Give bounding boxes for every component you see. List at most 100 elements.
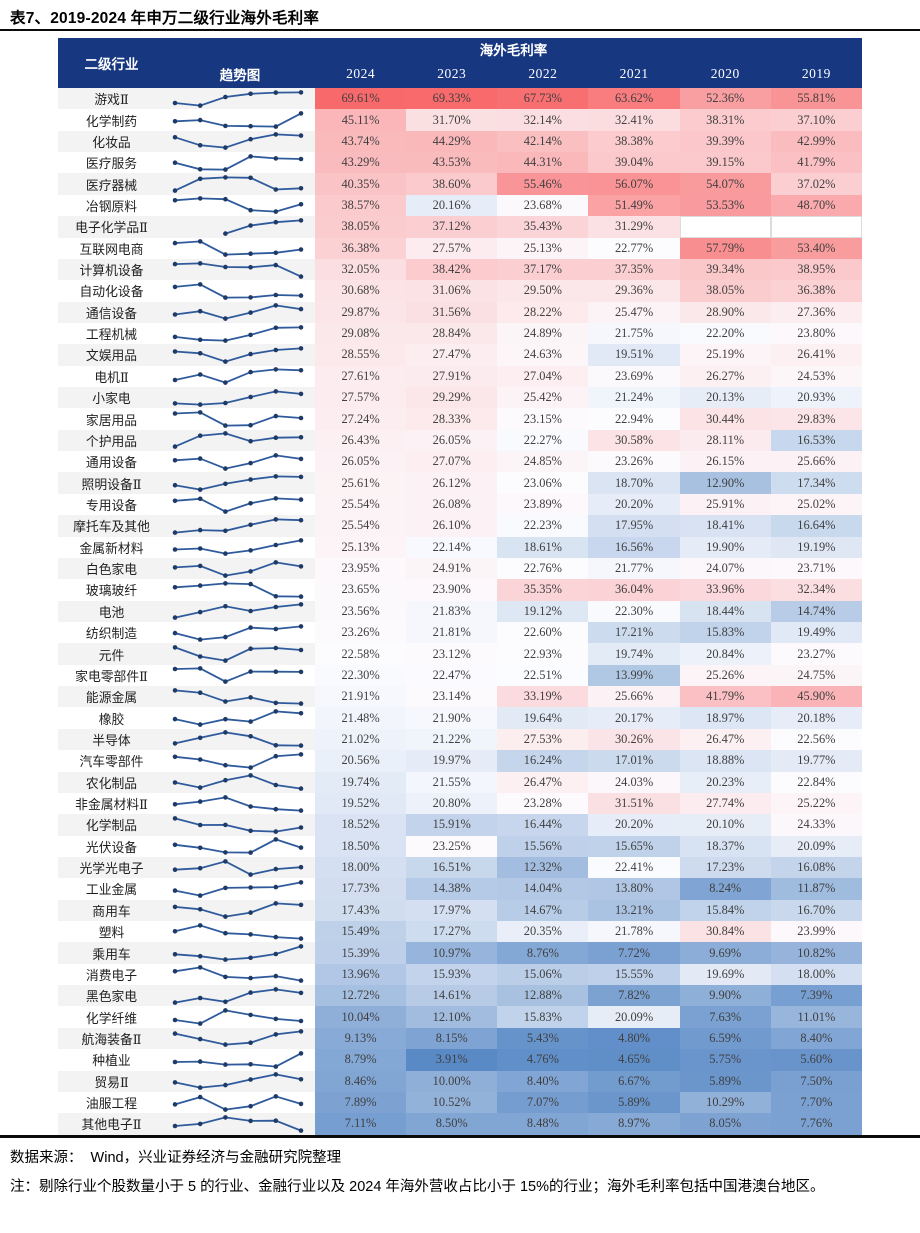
trend-sparkline bbox=[165, 195, 315, 216]
margin-value-cell: 25.02% bbox=[770, 493, 862, 516]
industry-name: 光学光电子 bbox=[58, 856, 165, 879]
margin-value-cell: 6.67% bbox=[588, 1070, 680, 1092]
trend-sparkline bbox=[165, 515, 315, 537]
trend-sparkline bbox=[165, 728, 315, 751]
trend-sparkline bbox=[165, 750, 315, 771]
margin-value-cell: 44.31% bbox=[497, 152, 589, 174]
table-row: 文娱用品 28.55% 27.47% 24.63% 19.51% 25.19% 26.41% bbox=[58, 344, 862, 366]
trend-sparkline bbox=[165, 152, 315, 173]
margin-value-cell: 30.84% bbox=[679, 921, 771, 943]
margin-value-cell: 16.64% bbox=[770, 515, 862, 537]
table-row: 非金属材料Ⅱ 19.52% 20.80% 23.28% 31.51% 27.74% 25.2… bbox=[58, 792, 862, 815]
margin-value-cell: 3.91% bbox=[406, 1049, 498, 1071]
industry-name: 商用车 bbox=[58, 899, 165, 922]
trend-sparkline bbox=[165, 771, 315, 793]
margin-value-cell: 21.90% bbox=[406, 707, 498, 729]
margin-value-cell: 21.02% bbox=[315, 728, 407, 751]
table-row: 元件 22.58% 23.12% 22.93% 19.74% 20.84% 23.27% bbox=[58, 643, 862, 665]
margin-value-cell: 19.19% bbox=[770, 536, 862, 558]
industry-name: 白色家电 bbox=[58, 557, 165, 580]
industry-name: 电机Ⅱ bbox=[94, 370, 129, 385]
margin-value-cell: 24.75% bbox=[770, 664, 862, 687]
margin-value-cell: 26.43% bbox=[315, 429, 407, 452]
table-row: 工程机械 29.08% 28.84% 24.89% 21.75% 22.20% 23.80% bbox=[58, 322, 862, 345]
sparkline-chart bbox=[172, 1093, 304, 1112]
table-row: 通信设备 29.87% 31.56% 28.22% 25.47% 28.90% 27.36% bbox=[58, 301, 862, 323]
margin-value-cell: 19.49% bbox=[770, 621, 862, 644]
industry-name: 医疗器械 bbox=[58, 173, 165, 195]
sparkline-chart bbox=[172, 645, 304, 663]
margin-value-cell: 14.38% bbox=[406, 878, 498, 900]
margin-value-cell: 15.83% bbox=[497, 1006, 589, 1028]
margin-value-cell: 20.20% bbox=[588, 814, 680, 836]
trend-sparkline bbox=[165, 707, 315, 728]
header-year-2021: 2021 bbox=[619, 65, 649, 81]
sparkline-chart bbox=[223, 217, 304, 236]
margin-value-cell: 42.99% bbox=[770, 130, 862, 153]
industry-name: 文娱用品 bbox=[58, 344, 165, 366]
trend-sparkline bbox=[165, 1092, 315, 1113]
margin-value-cell: 20.18% bbox=[770, 707, 862, 729]
margin-value-cell: 25.26% bbox=[679, 664, 771, 687]
table-row: 光学光电子 18.00% 16.51% 12.32% 22.41% 17.23% 16.08… bbox=[58, 856, 862, 879]
industry-name: 电池 bbox=[58, 600, 165, 622]
industry-name: 电子化学品Ⅱ bbox=[58, 216, 165, 238]
margin-value-cell: 22.51% bbox=[497, 664, 589, 687]
margin-value-cell: 32.05% bbox=[315, 258, 407, 281]
trend-sparkline bbox=[165, 878, 315, 899]
sparkline-chart bbox=[172, 1029, 304, 1048]
margin-value-cell: 15.49% bbox=[315, 921, 407, 943]
margin-value-cell: 25.13% bbox=[315, 536, 407, 558]
margin-value-cell: 23.95% bbox=[315, 557, 407, 580]
sparkline-chart bbox=[172, 516, 304, 535]
margin-value-cell: 22.77% bbox=[588, 237, 680, 259]
margin-value-cell: 22.20% bbox=[679, 322, 771, 345]
margin-value-cell: 23.14% bbox=[406, 686, 498, 708]
margin-value-cell: 14.04% bbox=[497, 878, 589, 900]
margin-value-cell: 11.87% bbox=[770, 878, 862, 900]
industry-name: 汽车零部件 bbox=[79, 755, 144, 770]
margin-value-cell: 38.60% bbox=[406, 173, 498, 195]
margin-value-cell: 23.99% bbox=[770, 921, 862, 943]
margin-value-cell: 28.33% bbox=[406, 408, 498, 430]
margin-value-cell: 31.29% bbox=[588, 216, 680, 238]
margin-value-cell: 10.82% bbox=[770, 942, 862, 964]
margin-value-cell: 17.43% bbox=[315, 899, 407, 922]
trend-sparkline bbox=[165, 942, 315, 964]
trend-sparkline bbox=[165, 985, 315, 1007]
margin-value-cell: 23.28% bbox=[497, 792, 589, 815]
table-row: 电子化学品Ⅱ 38.05% 37.12% 35.43% 31.29% bbox=[58, 216, 862, 238]
industry-name: 化学制药 bbox=[85, 114, 138, 129]
margin-value-cell: 19.90% bbox=[679, 536, 771, 558]
margin-value-cell: 22.23% bbox=[497, 515, 589, 537]
industry-name: 专用设备 bbox=[85, 499, 138, 513]
margin-value-cell: 16.24% bbox=[497, 750, 589, 772]
margin-value-cell: 37.17% bbox=[497, 258, 589, 281]
margin-value-cell: 31.06% bbox=[406, 280, 498, 302]
table-row: 其他电子Ⅱ 7.11% 8.50% 8.48% 8.97% 8.05% 7.76% bbox=[58, 1113, 862, 1135]
margin-value-cell: 5.89% bbox=[679, 1070, 771, 1092]
margin-value-cell: 15.84% bbox=[679, 899, 771, 922]
margin-value-cell: 22.60% bbox=[497, 621, 589, 644]
margin-value-cell: 39.15% bbox=[679, 152, 771, 174]
sparkline-chart bbox=[172, 282, 304, 300]
margin-value-cell: 19.52% bbox=[315, 792, 407, 815]
table-row: 自动化设备 30.68% 31.06% 29.50% 29.36% 38.05% 36.38… bbox=[58, 280, 862, 302]
margin-value-cell: 20.56% bbox=[315, 750, 407, 772]
margin-value-cell: 15.93% bbox=[406, 963, 498, 986]
table-row: 化妆品 43.74% 44.29% 42.14% 38.38% 39.39% 42.99% bbox=[58, 130, 862, 153]
sparkline-chart bbox=[172, 239, 304, 258]
table-row: 互联网电商 36.38% 27.57% 25.13% 22.77% 57.79% 53.40… bbox=[58, 237, 862, 259]
trend-sparkline bbox=[165, 238, 315, 259]
industry-name: 工业金属 bbox=[85, 883, 138, 898]
margin-value-cell: 17.21% bbox=[588, 621, 680, 644]
margin-value-cell: 20.09% bbox=[770, 835, 862, 857]
table-row: 玻璃玻纤 23.65% 23.90% 35.35% 36.04% 33.96% 32.34% bbox=[58, 579, 862, 601]
margin-value-cell: 27.47% bbox=[406, 344, 498, 366]
sparkline-chart bbox=[172, 623, 304, 642]
table-row: 光伏设备 18.50% 23.25% 15.56% 15.65% 18.37% 20.09% bbox=[58, 835, 862, 857]
margin-value-cell: 16.51% bbox=[406, 856, 498, 879]
sparkline-chart bbox=[172, 1115, 304, 1133]
margin-value-cell: 17.73% bbox=[315, 878, 407, 900]
